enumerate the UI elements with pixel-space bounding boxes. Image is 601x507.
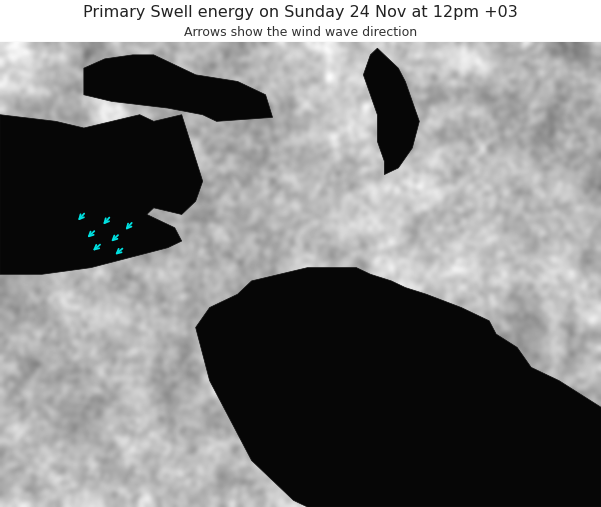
Polygon shape [0,115,203,274]
Polygon shape [196,268,601,507]
Polygon shape [84,55,272,121]
Text: Arrows show the wind wave direction: Arrows show the wind wave direction [184,26,417,39]
Text: Primary Swell energy on Sunday 24 Nov at 12pm +03: Primary Swell energy on Sunday 24 Nov at… [83,5,518,20]
Polygon shape [364,48,419,174]
